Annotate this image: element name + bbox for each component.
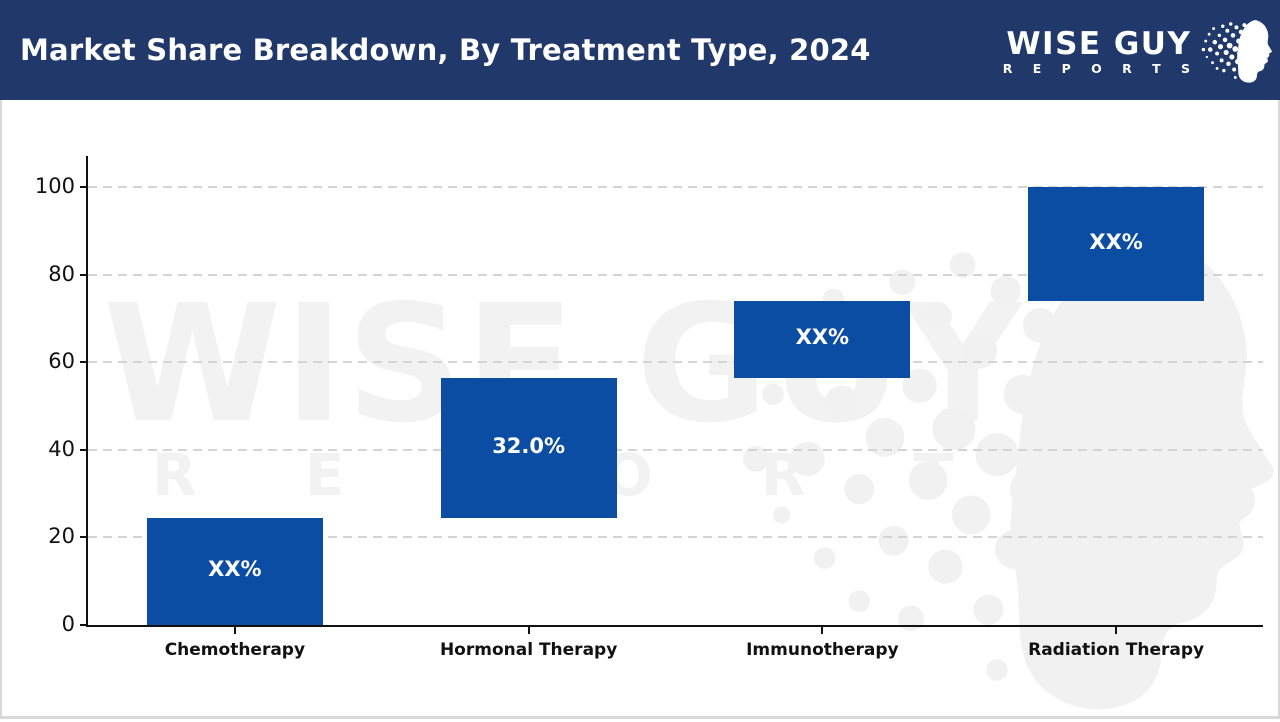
logo-subtitle: R E P O R T S [1002,60,1198,76]
gridline-20 [88,536,1263,539]
y-tick-100 [80,186,88,188]
y-tick-label-0: 0 [61,612,75,636]
x-tick-label-2: Hormonal Therapy [439,640,618,660]
gridline-100 [88,186,1263,188]
y-tick-0 [80,624,88,626]
bar-value-label: XX% [795,325,850,350]
dotted-face-profile-icon [1201,19,1272,83]
y-tick-60 [80,361,88,364]
header-bar: Market Share Breakdown, By Treatment Typ… [0,0,1280,100]
gridline-40 [88,448,1263,451]
y-tick-label-20: 20 [48,524,75,549]
y-tick-label-80: 80 [48,261,75,286]
y-tick-20 [80,536,88,539]
bar-hormonal-therapy [440,377,617,518]
x-tick-2 [527,627,530,634]
x-tick-label-4: Radiation Therapy [1028,640,1205,660]
wise-guy-reports-logo: WISE GUY R E P O R T S [1000,7,1274,95]
y-tick-label-60: 60 [48,349,75,374]
bar-radiation-therapy [1028,187,1205,301]
logo-wordmark: WISE GUY [1006,25,1192,62]
y-tick-label-40: 40 [48,436,75,461]
bar-value-label: XX% [1089,229,1143,254]
gridline-80 [88,273,1263,276]
bar-value-label: 32.0% [492,433,566,458]
bar-chemotherapy [146,517,323,625]
y-axis-line [86,156,88,627]
x-tick-4 [1115,627,1118,634]
x-tick-3 [821,627,824,634]
y-tick-40 [80,448,88,451]
y-tick-label-100: 100 [34,174,75,198]
x-tick-1 [233,627,236,634]
chart-title: Market Share Breakdown, By Treatment Typ… [20,33,871,67]
x-tick-label-3: Immunotherapy [746,640,899,660]
bar-value-label: XX% [208,557,262,582]
x-tick-label-1: Chemotherapy [164,640,306,660]
figure-border [0,100,1280,719]
y-tick-80 [80,273,88,276]
bar-immunotherapy [734,300,911,378]
x-axis-line [86,625,1263,627]
gridline-60 [88,361,1263,364]
